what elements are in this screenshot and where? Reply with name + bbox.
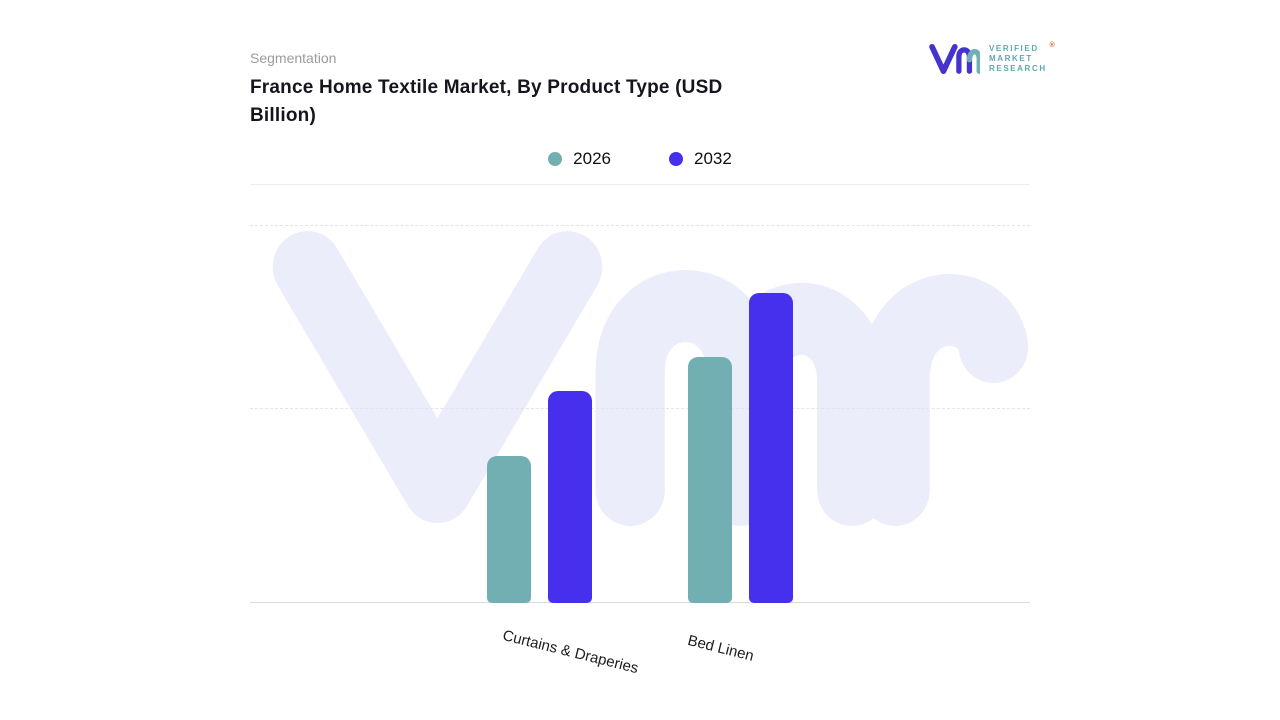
brand-line-3: RESEARCH <box>989 64 1047 73</box>
legend-dot-2026 <box>548 152 563 166</box>
bar-2026-bed-linen <box>688 357 732 603</box>
category-label-curtains-draperies: Curtains & Draperies <box>500 627 641 678</box>
header-divider <box>250 184 1030 185</box>
legend-item-2026: 2026 <box>548 149 611 169</box>
bar-group-bed-linen <box>688 225 793 603</box>
x-axis-baseline <box>250 602 1030 603</box>
legend-label-2032: 2032 <box>694 149 732 168</box>
bar-group-curtains-draperies <box>487 225 592 603</box>
chart-title: France Home Textile Market, By Product T… <box>250 77 723 126</box>
registered-trademark-icon: ® <box>1049 42 1055 49</box>
brand-wordmark: VERIFIED MARKET RESEARCH ® <box>989 42 1055 74</box>
brand-line-2: MARKET <box>989 54 1033 63</box>
legend-dot-2032 <box>669 152 683 166</box>
eyebrow-segmentation: Segmentation <box>250 50 337 66</box>
bar-2032-bed-linen <box>749 293 793 603</box>
gridline-middle <box>250 408 1030 409</box>
bar-2026-curtains-draperies <box>487 455 531 603</box>
bar-groups <box>250 225 1030 603</box>
category-label-bed-linen: Bed Linen <box>685 632 756 665</box>
brand-logo: VERIFIED MARKET RESEARCH ® <box>928 38 1055 80</box>
vmr-logo-icon <box>929 43 980 75</box>
chart-legend: 2026 2032 <box>250 149 1030 169</box>
bar-2032-curtains-draperies <box>548 391 592 603</box>
plot-area <box>250 225 1030 603</box>
legend-item-2032: 2032 <box>669 149 732 169</box>
legend-label-2026: 2026 <box>573 149 611 168</box>
gridline-top <box>250 225 1030 226</box>
brand-line-1: VERIFIED <box>989 44 1039 53</box>
